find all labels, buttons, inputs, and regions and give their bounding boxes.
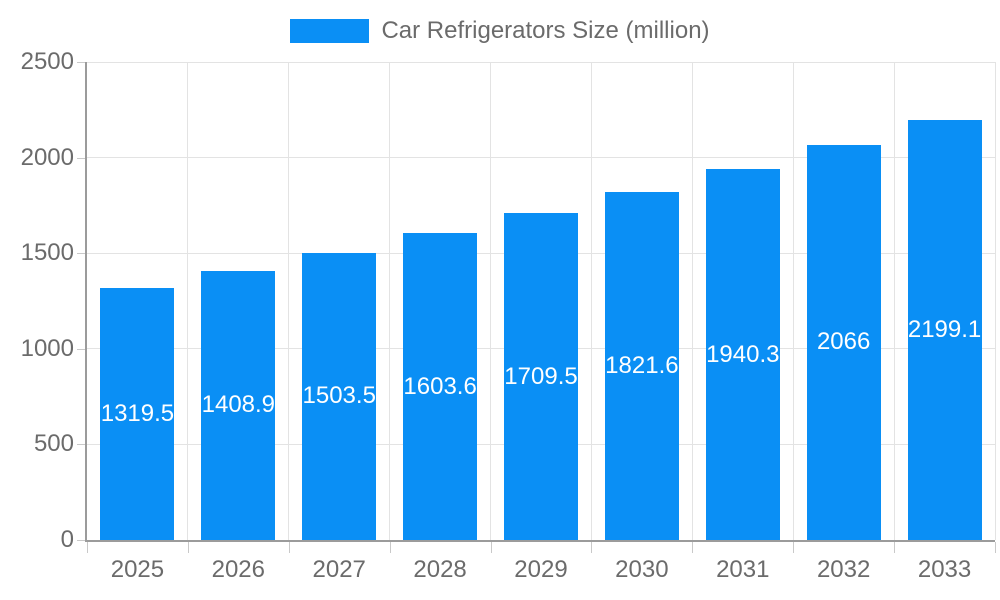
legend-swatch	[290, 19, 370, 43]
y-axis-tick	[77, 62, 86, 63]
gridline-vertical	[187, 62, 189, 540]
bar[interactable]: 1408.9	[201, 270, 276, 540]
gridline-vertical	[490, 62, 492, 540]
bar-value-label: 1603.6	[403, 372, 477, 400]
bar[interactable]: 2199.1	[907, 119, 982, 540]
gridline-vertical	[893, 62, 895, 540]
bar-value-label: 1940.3	[706, 340, 780, 368]
y-axis-tick	[77, 540, 86, 541]
y-tick-label: 500	[33, 430, 74, 458]
y-axis-tick	[77, 444, 86, 446]
gridline-vertical	[288, 62, 290, 540]
bar[interactable]: 1940.3	[705, 169, 780, 540]
gridline-vertical	[590, 62, 592, 540]
y-axis-tick	[77, 348, 86, 350]
y-tick-label: 1500	[20, 239, 74, 267]
x-axis-tick	[490, 542, 492, 553]
bar[interactable]: 2066	[806, 144, 881, 540]
bar[interactable]: 1709.5	[504, 213, 578, 540]
bar-value-label: 1503.5	[302, 382, 376, 410]
y-axis-tick	[77, 157, 86, 159]
y-axis-tick	[77, 253, 86, 255]
y-tick-label: 0	[60, 526, 74, 553]
x-tick-label: 2031	[716, 556, 770, 583]
bar[interactable]: 1319.5	[100, 287, 175, 540]
legend-label: Car Refrigerators Size (million)	[381, 17, 710, 44]
bar-value-label: 1821.6	[605, 351, 679, 379]
gridline-vertical	[792, 62, 794, 540]
bar[interactable]: 1503.5	[302, 252, 377, 540]
gridline-horizontal	[87, 157, 995, 159]
x-axis-tick	[692, 542, 694, 553]
gridline-vertical	[691, 62, 693, 540]
x-axis-tick	[87, 542, 88, 553]
gridline-vertical	[389, 62, 391, 540]
y-tick-label: 2500	[20, 48, 74, 75]
bar-value-label: 1408.9	[201, 391, 276, 419]
bar-value-label: 1709.5	[504, 362, 578, 390]
x-axis-line	[85, 540, 995, 542]
x-tick-label: 2025	[110, 556, 165, 583]
y-tick-label: 1000	[20, 334, 74, 362]
x-axis-tick	[995, 542, 996, 553]
bar-value-label: 1319.5	[100, 399, 175, 427]
plot-area: 1319.5 1408.9 1503.5 1603.6 1709.5 1821.6 1940…	[87, 61, 996, 540]
gridline-horizontal	[87, 61, 995, 63]
x-axis-tick	[894, 542, 896, 553]
y-tick-label: 2000	[20, 143, 74, 171]
x-tick-label: 2026	[211, 556, 265, 583]
x-tick-label: 2027	[312, 556, 366, 583]
bar[interactable]: 1821.6	[604, 191, 679, 540]
x-tick-label: 2028	[413, 556, 467, 583]
x-tick-label: 2033	[917, 556, 972, 583]
legend[interactable]: Car Refrigerators Size (million)	[0, 18, 1000, 44]
x-axis-tick	[187, 542, 189, 553]
x-tick-label: 2029	[514, 556, 568, 583]
x-axis-tick	[389, 542, 391, 553]
gridline-vertical	[994, 62, 996, 540]
y-axis-line	[85, 62, 87, 542]
bar[interactable]: 1603.6	[403, 233, 478, 540]
x-axis-tick	[793, 542, 795, 553]
x-axis-tick	[288, 542, 290, 553]
x-tick-label: 2032	[816, 556, 871, 583]
bar-value-label: 2199.1	[907, 315, 982, 343]
x-axis-tick	[591, 542, 593, 553]
x-tick-label: 2030	[615, 556, 669, 583]
bar-value-label: 2066	[816, 328, 871, 356]
